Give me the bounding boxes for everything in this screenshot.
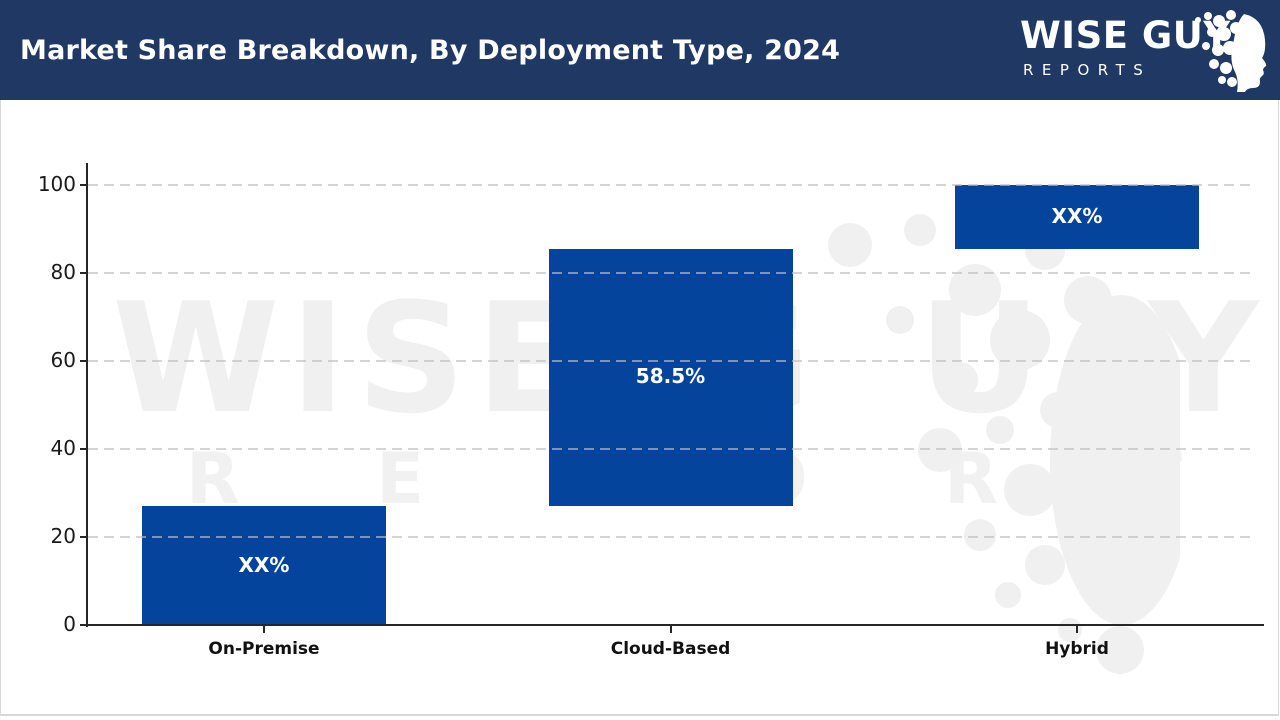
header-bar: Market Share Breakdown, By Deployment Ty…: [0, 0, 1280, 100]
logo-text-reports: REPORTS: [1023, 61, 1151, 79]
chart-title: Market Share Breakdown, By Deployment Ty…: [20, 34, 841, 66]
chart-frame: [0, 100, 1279, 716]
wise-guy-reports-logo: WISE GUY REPORTS: [1020, 10, 1267, 92]
logo-face-profile-icon: [1231, 14, 1267, 92]
